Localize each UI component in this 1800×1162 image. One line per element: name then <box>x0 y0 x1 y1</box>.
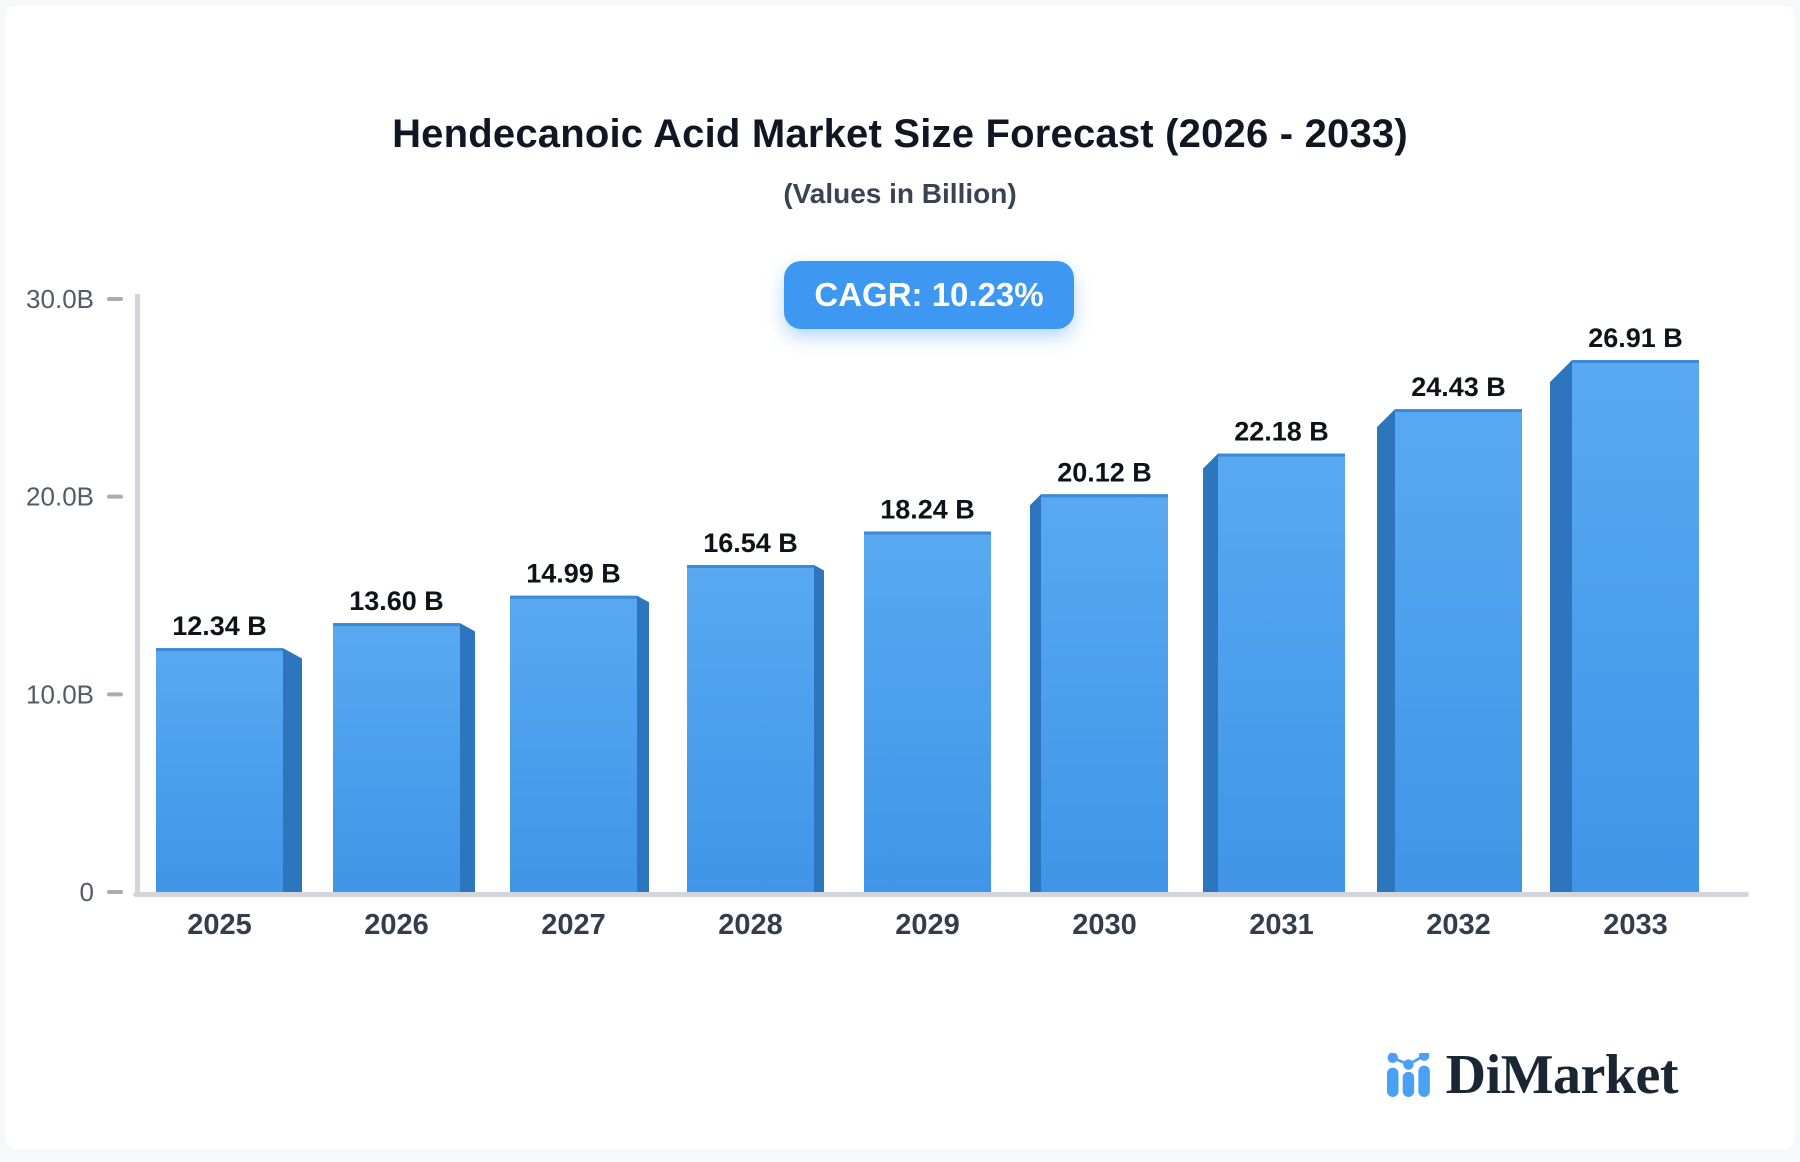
y-tick-label: 10.0B <box>26 679 94 709</box>
bar-2028 <box>687 565 824 892</box>
bar-value-label: 13.60 B <box>349 586 444 616</box>
y-tick-mark <box>107 692 123 697</box>
bar-side-face <box>637 595 649 892</box>
labels-layer: 12.34 B 2025 13.60 B 2026 14.99 B 2027 16.54 B… <box>172 323 1683 941</box>
bars-layer <box>156 360 1699 893</box>
bar-front-face <box>1572 360 1699 893</box>
axis-layer: 30.0B 20.0B 10.0B 0 <box>26 284 140 907</box>
bar-value-label: 18.24 B <box>880 494 975 524</box>
y-tick-label: 30.0B <box>26 284 94 314</box>
x-axis-year-label: 2032 <box>1426 909 1491 941</box>
bar-front-face <box>1395 409 1522 892</box>
x-axis-year-label: 2030 <box>1072 909 1137 941</box>
y-tick-label: 0 <box>80 877 94 907</box>
bar-side-face <box>814 565 824 892</box>
x-axis-year-label: 2033 <box>1603 909 1668 941</box>
bar-2031 <box>1203 453 1345 892</box>
x-axis-year-label: 2029 <box>895 909 960 941</box>
bar-front-face <box>156 648 283 892</box>
bar-2027 <box>510 595 649 892</box>
y-tick-mark <box>107 890 123 894</box>
bar-2029 <box>864 531 991 892</box>
y-tick-mark <box>107 494 123 499</box>
x-axis-baseline <box>133 892 1749 897</box>
bar-side-face <box>1377 409 1395 892</box>
bar-front-face <box>1041 494 1168 892</box>
chart-card: Hendecanoic Acid Market Size Forecast (2… <box>6 6 1794 1149</box>
x-axis-year-label: 2025 <box>187 909 252 941</box>
bar-front-face <box>864 531 991 892</box>
bar-value-label: 24.43 B <box>1411 372 1506 402</box>
bar-front-face <box>510 595 637 892</box>
x-axis-year-label: 2031 <box>1249 909 1314 941</box>
x-axis-year-label: 2028 <box>718 909 783 941</box>
logo-text: DiMarket <box>1445 1044 1679 1106</box>
y-axis-line <box>135 294 140 897</box>
x-axis-line <box>133 892 1749 897</box>
bar-value-label: 20.12 B <box>1057 457 1152 487</box>
dimarket-logo: DiMarket <box>1386 1044 1679 1106</box>
x-axis-year-label: 2027 <box>541 909 606 941</box>
cagr-badge-label: CAGR: 10.23% <box>814 276 1044 313</box>
bar-side-face <box>460 623 475 892</box>
bar-value-label: 26.91 B <box>1588 323 1683 353</box>
bar-2032 <box>1377 409 1522 892</box>
bar-side-face <box>1550 360 1572 893</box>
bar-side-face <box>1030 494 1041 892</box>
y-tick-label: 20.0B <box>26 482 94 512</box>
bar-value-label: 16.54 B <box>703 528 798 558</box>
bar-front-face <box>333 623 460 892</box>
y-tick-mark <box>107 297 123 301</box>
bar-front-face <box>687 565 814 892</box>
bar-value-label: 14.99 B <box>526 559 621 589</box>
bar-2025 <box>156 648 302 892</box>
bar-front-face <box>1218 453 1345 892</box>
chart-subtitle: (Values in Billion) <box>783 178 1017 209</box>
bar-value-label: 12.34 B <box>172 611 267 641</box>
bar-side-face <box>1203 453 1218 892</box>
chart-title: Hendecanoic Acid Market Size Forecast (2… <box>392 112 1408 156</box>
bar-value-label: 22.18 B <box>1234 417 1329 447</box>
bar-2026 <box>333 623 475 892</box>
bar-side-face <box>283 648 302 892</box>
mini-bar-chart-icon <box>1386 1053 1430 1097</box>
bar-2030 <box>1030 494 1168 892</box>
cagr-badge: CAGR: 10.23% <box>784 261 1074 329</box>
bar-2033 <box>1550 360 1699 893</box>
x-axis-year-label: 2026 <box>364 909 429 941</box>
